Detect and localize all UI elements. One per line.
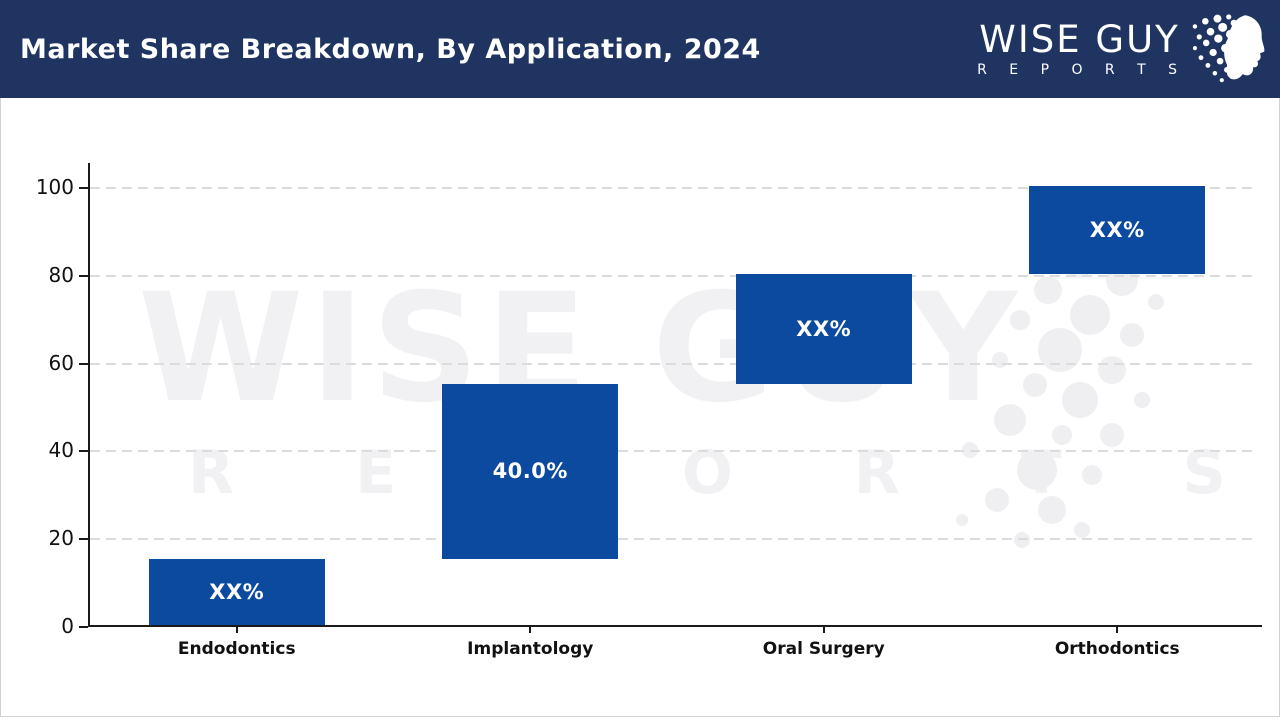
bar-value-label: XX% <box>209 580 265 605</box>
bar-value-label: 40.0% <box>492 459 568 484</box>
bar-orthodontics: XX% <box>1029 186 1206 274</box>
x-tick-orthodontics <box>1116 625 1119 633</box>
y-tick-label-20: 20 <box>48 526 74 551</box>
y-tick-label-100: 100 <box>35 175 74 199</box>
logo-text: WISE GUY R E P O R T S <box>973 17 1186 79</box>
x-category-label-oral-surgery: Oral Surgery <box>762 639 885 659</box>
x-category-label-endodontics: Endodontics <box>177 639 296 659</box>
y-tick-label-80: 80 <box>48 262 74 287</box>
y-tick-60 <box>79 362 88 365</box>
bar-endodontics: XX% <box>148 559 325 625</box>
bar-value-label: XX% <box>1089 217 1145 242</box>
wise-guy-logo: WISE GUY R E P O R T S <box>973 8 1266 90</box>
x-tick-endodontics <box>235 625 238 633</box>
plot-area: 0 20 40 60 80 100 XX% Endodontics 40.0% Implantol… <box>36 163 1262 659</box>
y-tick-20 <box>79 538 88 541</box>
x-category-label-orthodontics: Orthodontics <box>1054 639 1180 659</box>
bar-oral-surgery: XX% <box>735 273 912 384</box>
gridline-100 <box>90 187 1252 189</box>
logo-subtitle: R E P O R T S <box>977 62 1186 79</box>
y-tick-0 <box>79 626 88 628</box>
x-tick-oral-surgery <box>822 625 825 633</box>
page-title: Market Share Breakdown, By Application, … <box>20 33 761 65</box>
gridline-40 <box>90 450 1252 453</box>
bar-implantology: 40.0% <box>442 383 619 560</box>
y-tick-100 <box>79 187 88 189</box>
x-category-label-implantology: Implantology <box>467 639 594 659</box>
bar-value-label: XX% <box>796 316 852 341</box>
gridline-20 <box>90 538 1252 541</box>
y-tick-label-60: 60 <box>48 350 74 375</box>
header: Market Share Breakdown, By Application, … <box>0 0 1280 98</box>
gridline-80 <box>90 274 1252 277</box>
gridline-60 <box>90 362 1252 365</box>
y-tick-80 <box>79 274 88 277</box>
logo-wordmark: WISE GUY <box>979 17 1180 61</box>
y-tick-label-0: 0 <box>61 614 74 638</box>
x-tick-implantology <box>529 625 532 633</box>
y-tick-label-40: 40 <box>48 438 74 463</box>
y-tick-40 <box>79 450 88 453</box>
logo-face-icon <box>1192 14 1265 83</box>
